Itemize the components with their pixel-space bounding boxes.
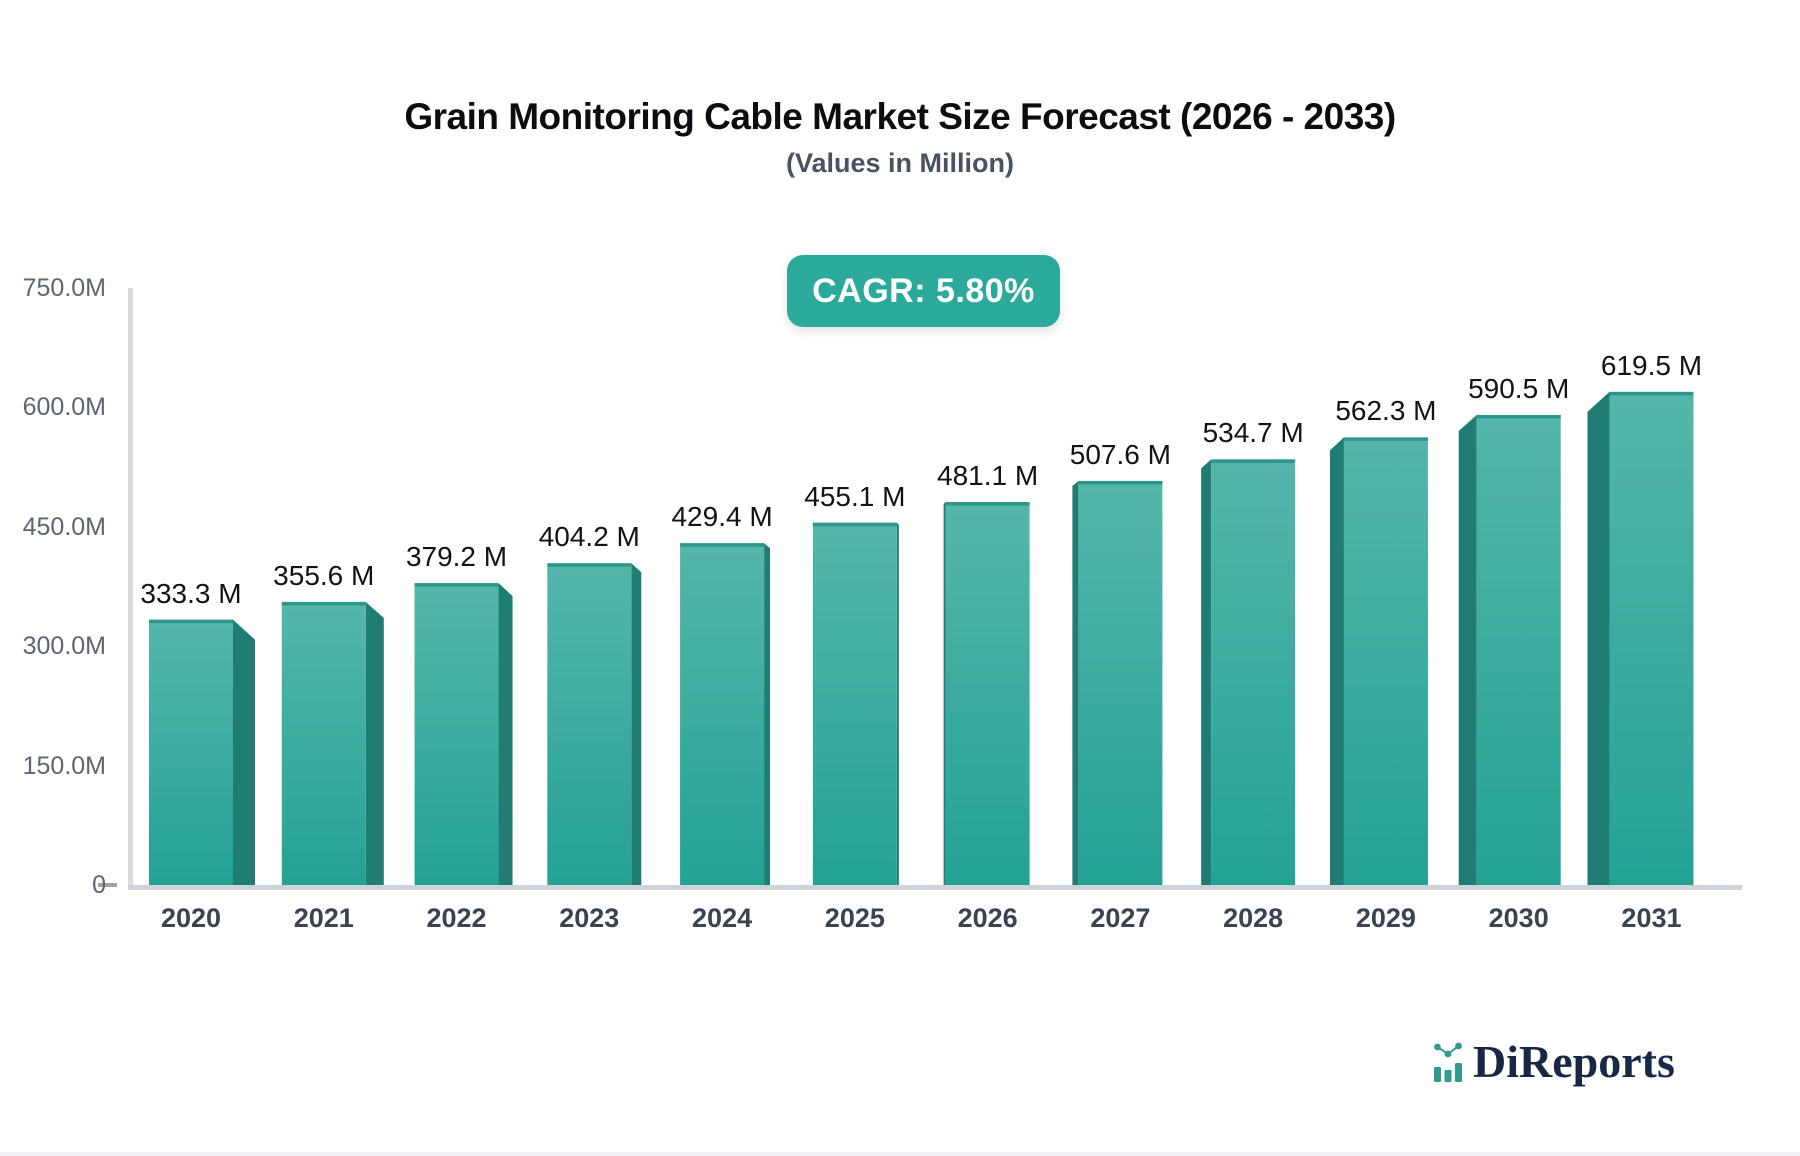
bar-2022[interactable] bbox=[414, 583, 499, 885]
y-axis-tick-label: 0 bbox=[92, 871, 106, 899]
bar-value-label: 534.7 M bbox=[1202, 417, 1304, 449]
bar-side-2031 bbox=[1587, 391, 1610, 885]
bar-value-label: 355.6 M bbox=[273, 559, 375, 591]
bar-value-label: 333.3 M bbox=[140, 577, 242, 609]
bar-2028[interactable] bbox=[1211, 459, 1296, 885]
bar-value-label: 619.5 M bbox=[1600, 349, 1703, 381]
bar-side-2024 bbox=[764, 543, 771, 885]
y-axis-tick-label: 600.0M bbox=[22, 393, 106, 422]
bar-side-2021 bbox=[365, 601, 384, 885]
x-axis-category-label: 2023 bbox=[559, 903, 620, 933]
bar-2026[interactable] bbox=[945, 502, 1030, 885]
bar-side-2025 bbox=[896, 522, 899, 885]
x-axis-category-label: 2025 bbox=[824, 903, 885, 933]
bar-side-2023 bbox=[631, 563, 642, 885]
bar-top-edge bbox=[149, 619, 233, 624]
bar-top-edge bbox=[414, 583, 499, 587]
bar-top-edge bbox=[547, 563, 632, 567]
chart-subtitle: (Values in Million) bbox=[785, 148, 1015, 178]
y-axis-tick-label: 150.0M bbox=[22, 751, 106, 780]
bar-value-label: 590.5 M bbox=[1468, 372, 1570, 404]
cagr-badge-label: CAGR: 5.80% bbox=[812, 271, 1035, 310]
bar-side-2027 bbox=[1072, 480, 1079, 885]
bar-2020[interactable] bbox=[149, 619, 233, 885]
x-axis-category-label: 2022 bbox=[426, 903, 487, 933]
bar-side-2028 bbox=[1201, 459, 1212, 885]
bar-value-label: 404.2 M bbox=[538, 521, 640, 553]
bar-side-2022 bbox=[498, 583, 513, 885]
x-axis-line bbox=[128, 885, 1742, 890]
bar-top-edge bbox=[812, 522, 897, 527]
bar-2027[interactable] bbox=[1078, 480, 1163, 885]
bar-top-edge bbox=[1078, 480, 1163, 485]
x-axis-category-label: 2029 bbox=[1355, 903, 1416, 933]
bar-2030[interactable] bbox=[1476, 414, 1561, 885]
x-axis-category-label: 2024 bbox=[692, 903, 753, 933]
logo-text: DiReports bbox=[1473, 1036, 1675, 1087]
bar-side-2026 bbox=[943, 502, 946, 885]
bar-top-edge bbox=[945, 502, 1030, 506]
bar-top-edge bbox=[1211, 459, 1296, 463]
bar-value-label: 429.4 M bbox=[671, 501, 773, 533]
bar-value-label: 507.6 M bbox=[1069, 438, 1171, 470]
bar-2023[interactable] bbox=[547, 563, 632, 885]
bar-side-2030 bbox=[1458, 414, 1477, 885]
bar-2029[interactable] bbox=[1343, 437, 1428, 885]
cagr-badge: CAGR: 5.80% bbox=[787, 255, 1060, 327]
x-axis-category-label: 2028 bbox=[1223, 903, 1284, 933]
bar-line-chart-icon bbox=[1434, 1042, 1462, 1082]
x-axis-category-label: 2021 bbox=[293, 903, 354, 933]
x-axis-category-label: 2020 bbox=[160, 903, 222, 933]
bar-top-edge bbox=[680, 543, 765, 547]
bar-side-2020 bbox=[233, 619, 255, 885]
zero-tick-mark bbox=[98, 883, 117, 887]
bar-value-label: 562.3 M bbox=[1335, 395, 1437, 427]
bar-top-edge bbox=[1476, 414, 1561, 419]
bar-2025[interactable] bbox=[812, 522, 897, 885]
y-axis-tick-label: 300.0M bbox=[22, 632, 106, 661]
bar-value-label: 455.1 M bbox=[804, 480, 906, 512]
bar-top-edge bbox=[281, 601, 366, 606]
x-axis-category-label: 2027 bbox=[1090, 903, 1151, 933]
bar-value-label: 379.2 M bbox=[405, 541, 508, 573]
bar-top-edge bbox=[1609, 391, 1694, 396]
x-axis-category-label: 2031 bbox=[1621, 903, 1682, 933]
x-axis-category-label: 2026 bbox=[957, 903, 1018, 933]
bar-2024[interactable] bbox=[680, 543, 765, 885]
bar-value-label: 481.1 M bbox=[937, 460, 1039, 492]
bar-2031[interactable] bbox=[1609, 391, 1694, 885]
x-axis-category-label: 2030 bbox=[1488, 903, 1549, 933]
chart-title: Grain Monitoring Cable Market Size Forec… bbox=[404, 96, 1396, 137]
bar-2021[interactable] bbox=[281, 601, 366, 885]
y-axis-tick-label: 750.0M bbox=[22, 274, 106, 302]
bar-top-edge bbox=[1343, 437, 1428, 441]
y-axis-tick-label: 450.0M bbox=[22, 512, 106, 541]
y-axis-line bbox=[128, 288, 133, 889]
bar-side-2029 bbox=[1329, 437, 1344, 885]
